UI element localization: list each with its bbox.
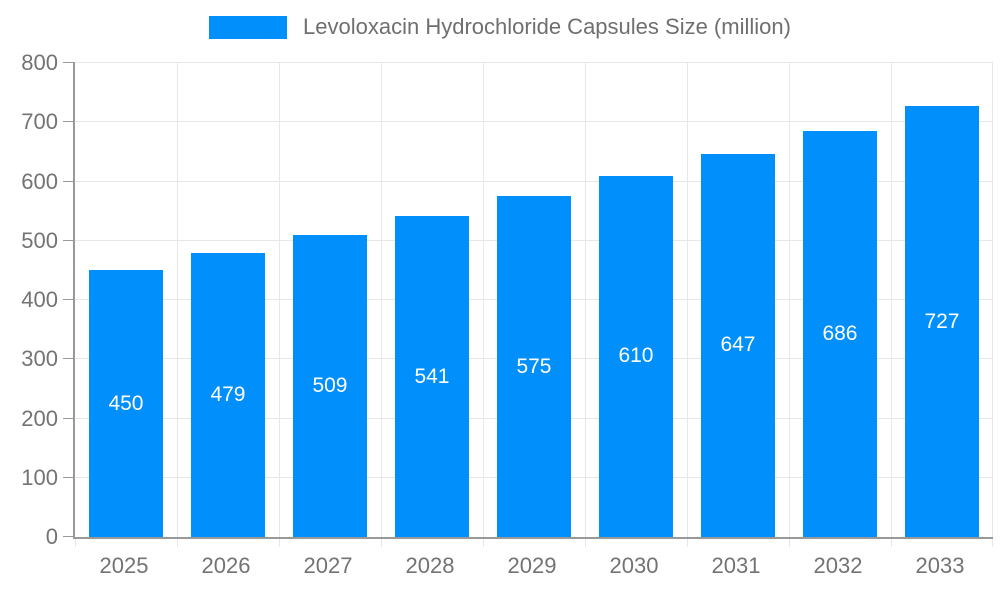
v-gridline: [585, 63, 586, 537]
x-axis-tick: [789, 539, 790, 547]
x-axis-tick-label: 2028: [405, 553, 455, 578]
y-axis-tick: [63, 417, 75, 419]
bar-value-label: 686: [822, 321, 858, 345]
y-axis-tick-label: 200: [21, 405, 58, 431]
h-gridline: [75, 180, 993, 182]
y-axis-tick: [63, 121, 75, 123]
legend[interactable]: Levoloxacin Hydrochloride Capsules Size …: [0, 14, 1000, 40]
bar-value-label: 450: [108, 391, 144, 415]
v-gridline: [992, 63, 993, 537]
x-axis-tick: [992, 539, 993, 547]
x-axis-tick: [585, 539, 586, 547]
y-axis-tick-label: 800: [21, 50, 58, 75]
y-axis-tick: [63, 299, 75, 300]
y-axis-tick-label: 500: [21, 227, 58, 253]
x-axis-tick: [177, 539, 178, 547]
v-gridline: [891, 63, 892, 537]
y-axis-tick: [63, 536, 75, 537]
h-gridline: [75, 121, 993, 123]
bar-2029[interactable]: 575: [497, 196, 571, 537]
x-axis-tick: [483, 539, 484, 547]
y-axis-tick-label: 100: [21, 464, 58, 490]
x-axis-tick-label: 2025: [99, 553, 149, 578]
x-axis-tick-label: 2031: [711, 553, 761, 578]
y-axis-tick: [63, 180, 75, 182]
v-gridline: [177, 63, 178, 537]
bar-2026[interactable]: 479: [191, 253, 265, 537]
bar-2033[interactable]: 727: [905, 106, 979, 537]
y-axis-tick: [63, 476, 75, 478]
bar-value-label: 479: [210, 383, 246, 407]
y-axis-tick: [63, 358, 75, 360]
bar-value-label: 575: [516, 354, 552, 378]
bar-value-label: 647: [720, 333, 756, 357]
bar-2028[interactable]: 541: [395, 216, 469, 537]
bar-value-label: 509: [312, 374, 348, 398]
y-axis-tick-label: 400: [21, 287, 58, 312]
v-gridline: [381, 63, 382, 537]
bar-2031[interactable]: 647: [701, 153, 775, 537]
x-axis-tick: [279, 539, 280, 547]
bar-2032[interactable]: 686: [803, 130, 877, 537]
bar-value-label: 727: [924, 309, 960, 333]
x-axis-tick-label: 2029: [507, 553, 557, 578]
x-axis-tick: [75, 539, 76, 547]
x-axis-tick-label: 2030: [609, 553, 659, 578]
y-axis-tick-label: 700: [21, 109, 58, 135]
v-gridline: [789, 63, 790, 537]
v-gridline: [483, 63, 484, 537]
x-axis-tick-label: 2027: [303, 553, 353, 578]
plot-area: 450 479 509 541 575 610 647 686 727: [63, 62, 993, 547]
x-axis-tick: [891, 539, 892, 547]
y-axis-tick-label: 300: [21, 346, 58, 372]
bar-value-label: 541: [414, 364, 450, 388]
bar-value-label: 610: [618, 344, 654, 368]
y-axis-tick-label: 600: [21, 168, 58, 194]
legend-swatch: [209, 15, 288, 39]
bar-2030[interactable]: 610: [599, 175, 673, 537]
bar-2027[interactable]: 509: [293, 235, 367, 537]
x-axis-tick-label: 2026: [201, 553, 251, 578]
v-gridline: [279, 63, 280, 537]
y-axis-tick: [63, 239, 75, 241]
x-axis-tick: [381, 539, 382, 547]
x-axis-tick-label: 2033: [915, 553, 965, 578]
x-axis-tick-label: 2032: [813, 553, 863, 578]
h-gridline: [75, 62, 993, 63]
bar-2025[interactable]: 450: [89, 270, 163, 537]
y-axis-tick-label: 0: [45, 524, 58, 549]
v-gridline: [687, 63, 688, 537]
legend-label: Levoloxacin Hydrochloride Capsules Size …: [303, 14, 791, 39]
y-axis-tick: [63, 62, 75, 63]
x-axis-tick: [687, 539, 688, 547]
